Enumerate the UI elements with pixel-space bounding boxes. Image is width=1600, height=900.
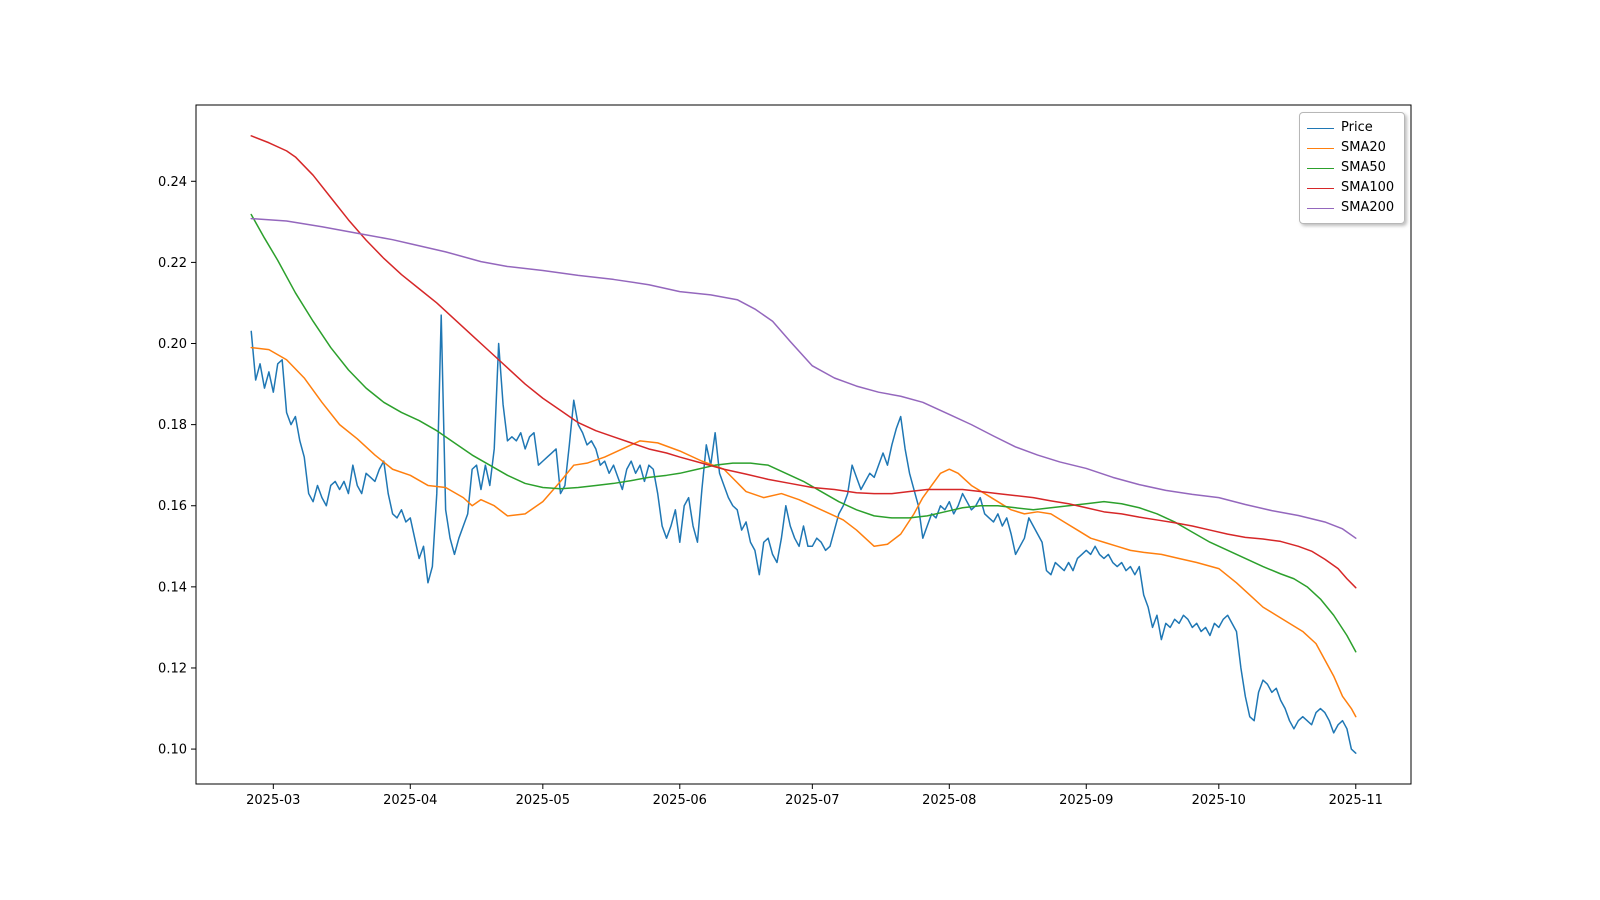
- legend-line-sample: [1307, 167, 1334, 169]
- y-tick-label: 0.24: [158, 175, 187, 190]
- legend-line-sample: [1307, 127, 1334, 129]
- legend-line-sample: [1307, 147, 1334, 149]
- y-tick-label: 0.12: [158, 661, 187, 676]
- series-line-sma20: [250, 346, 1357, 718]
- legend-item-sma200: SMA200: [1307, 198, 1398, 218]
- x-tick-label: 2025-10: [1192, 793, 1246, 808]
- series-line-sma50: [250, 213, 1357, 653]
- y-tick-label: 0.10: [158, 743, 187, 758]
- series-line-sma100: [250, 135, 1357, 589]
- x-tick-label: 2025-08: [922, 793, 976, 808]
- legend-item-label: SMA20: [1341, 140, 1386, 155]
- y-tick-label: 0.14: [158, 580, 187, 595]
- x-tick-label: 2025-04: [383, 793, 437, 808]
- y-tick-label: 0.18: [158, 418, 187, 433]
- x-tick-label: 2025-06: [653, 793, 707, 808]
- y-tick-label: 0.16: [158, 499, 187, 514]
- y-tick-label: 0.20: [158, 337, 187, 352]
- legend-item-label: SMA100: [1341, 180, 1395, 195]
- series-line-price: [250, 314, 1357, 754]
- legend-item-sma100: SMA100: [1307, 178, 1398, 198]
- legend-item-sma20: SMA20: [1307, 138, 1398, 158]
- legend-item-label: SMA200: [1341, 200, 1395, 215]
- legend-item-price: Price: [1307, 118, 1398, 138]
- legend-line-sample: [1307, 187, 1334, 189]
- x-tick-label: 2025-05: [516, 793, 570, 808]
- x-tick-label: 2025-11: [1329, 793, 1383, 808]
- legend-line-sample: [1307, 207, 1334, 209]
- x-tick-label: 2025-07: [785, 793, 839, 808]
- legend-item-label: SMA50: [1341, 160, 1386, 175]
- series-line-sma200: [250, 217, 1357, 539]
- x-tick-label: 2025-03: [246, 793, 300, 808]
- y-tick-label: 0.22: [158, 256, 187, 271]
- x-tick-label: 2025-09: [1059, 793, 1113, 808]
- legend: Price SMA20 SMA50 SMA100 SMA200: [1299, 112, 1405, 224]
- legend-item-sma50: SMA50: [1307, 158, 1398, 178]
- legend-item-label: Price: [1341, 120, 1373, 135]
- axes-frame: [195, 104, 1412, 785]
